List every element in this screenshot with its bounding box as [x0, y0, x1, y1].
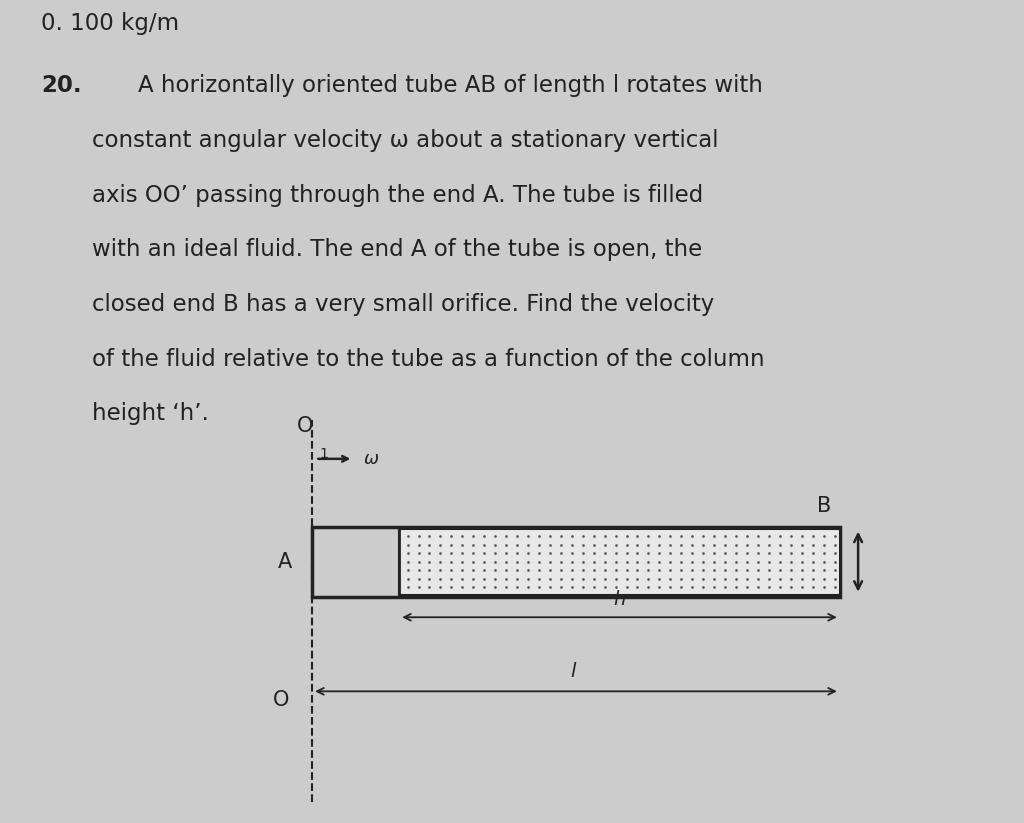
Text: closed end B has a very small orifice. Find the velocity: closed end B has a very small orifice. F… [92, 293, 715, 316]
Text: h: h [613, 590, 626, 609]
Text: ω: ω [364, 450, 379, 467]
Text: O: O [272, 690, 289, 709]
Text: 0. 100 kg/m: 0. 100 kg/m [41, 12, 179, 35]
Text: height ‘h’.: height ‘h’. [92, 402, 209, 425]
Text: A: A [278, 551, 292, 572]
Text: constant angular velocity ω about a stationary vertical: constant angular velocity ω about a stat… [92, 129, 719, 151]
Text: l: l [570, 662, 577, 681]
Text: 20.: 20. [41, 74, 82, 97]
Bar [399, 529, 840, 594]
Text: B: B [817, 496, 831, 517]
Text: of the fluid relative to the tube as a function of the column: of the fluid relative to the tube as a f… [92, 348, 765, 370]
Bar [312, 527, 840, 597]
Text: with an ideal fluid. The end A of the tube is open, the: with an ideal fluid. The end A of the tu… [92, 239, 702, 261]
Text: axis OO’ passing through the end A. The tube is filled: axis OO’ passing through the end A. The … [92, 184, 703, 207]
Text: O: O [297, 416, 313, 436]
Text: A horizontally oriented tube AB of length l rotates with: A horizontally oriented tube AB of lengt… [138, 74, 763, 97]
Text: 1: 1 [319, 447, 329, 461]
